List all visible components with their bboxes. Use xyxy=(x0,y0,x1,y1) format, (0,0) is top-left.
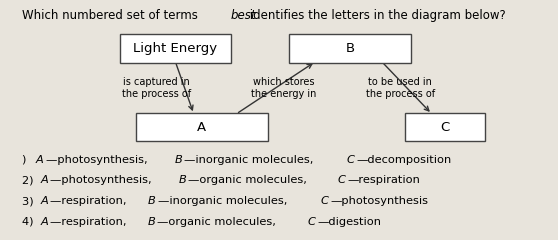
FancyBboxPatch shape xyxy=(289,34,411,63)
Text: —inorganic molecules,: —inorganic molecules, xyxy=(157,196,291,206)
Text: A: A xyxy=(40,217,48,227)
Text: 3): 3) xyxy=(22,196,37,206)
Text: A: A xyxy=(41,196,48,206)
Text: —photosynthesis: —photosynthesis xyxy=(330,196,428,206)
Text: C: C xyxy=(440,121,450,134)
Text: C: C xyxy=(338,175,346,185)
Text: identifies the letters in the diagram below?: identifies the letters in the diagram be… xyxy=(246,9,506,22)
FancyBboxPatch shape xyxy=(136,113,268,141)
Text: 2): 2) xyxy=(22,175,37,185)
FancyBboxPatch shape xyxy=(406,113,485,141)
Text: A: A xyxy=(36,155,44,165)
Text: C: C xyxy=(320,196,328,206)
Text: —photosynthesis,: —photosynthesis, xyxy=(50,175,155,185)
Text: ): ) xyxy=(22,155,33,165)
Text: B: B xyxy=(345,42,354,55)
Text: to be used in
the process of: to be used in the process of xyxy=(365,77,435,99)
Text: A: A xyxy=(197,121,206,134)
Text: which stores
the energy in: which stores the energy in xyxy=(251,77,316,99)
Text: —decomposition: —decomposition xyxy=(357,155,451,165)
Text: —organic molecules,: —organic molecules, xyxy=(157,217,280,227)
Text: C: C xyxy=(307,217,315,227)
Text: 4): 4) xyxy=(22,217,37,227)
Text: B: B xyxy=(179,175,186,185)
Text: —digestion: —digestion xyxy=(317,217,381,227)
Text: is captured in
the process of: is captured in the process of xyxy=(122,77,191,99)
Text: best: best xyxy=(231,9,256,22)
Text: A: A xyxy=(40,175,48,185)
Text: B: B xyxy=(148,217,156,227)
Text: C: C xyxy=(347,155,354,165)
Text: —photosynthesis,: —photosynthesis, xyxy=(46,155,151,165)
Text: Which numbered set of terms: Which numbered set of terms xyxy=(22,9,201,22)
Text: Light Energy: Light Energy xyxy=(133,42,218,55)
Text: —respiration,: —respiration, xyxy=(50,196,130,206)
Text: B: B xyxy=(174,155,182,165)
Text: B: B xyxy=(148,196,156,206)
Text: —inorganic molecules,: —inorganic molecules, xyxy=(184,155,317,165)
Text: —respiration: —respiration xyxy=(348,175,421,185)
FancyBboxPatch shape xyxy=(120,34,231,63)
Text: —respiration,: —respiration, xyxy=(50,217,130,227)
Text: —organic molecules,: —organic molecules, xyxy=(188,175,311,185)
